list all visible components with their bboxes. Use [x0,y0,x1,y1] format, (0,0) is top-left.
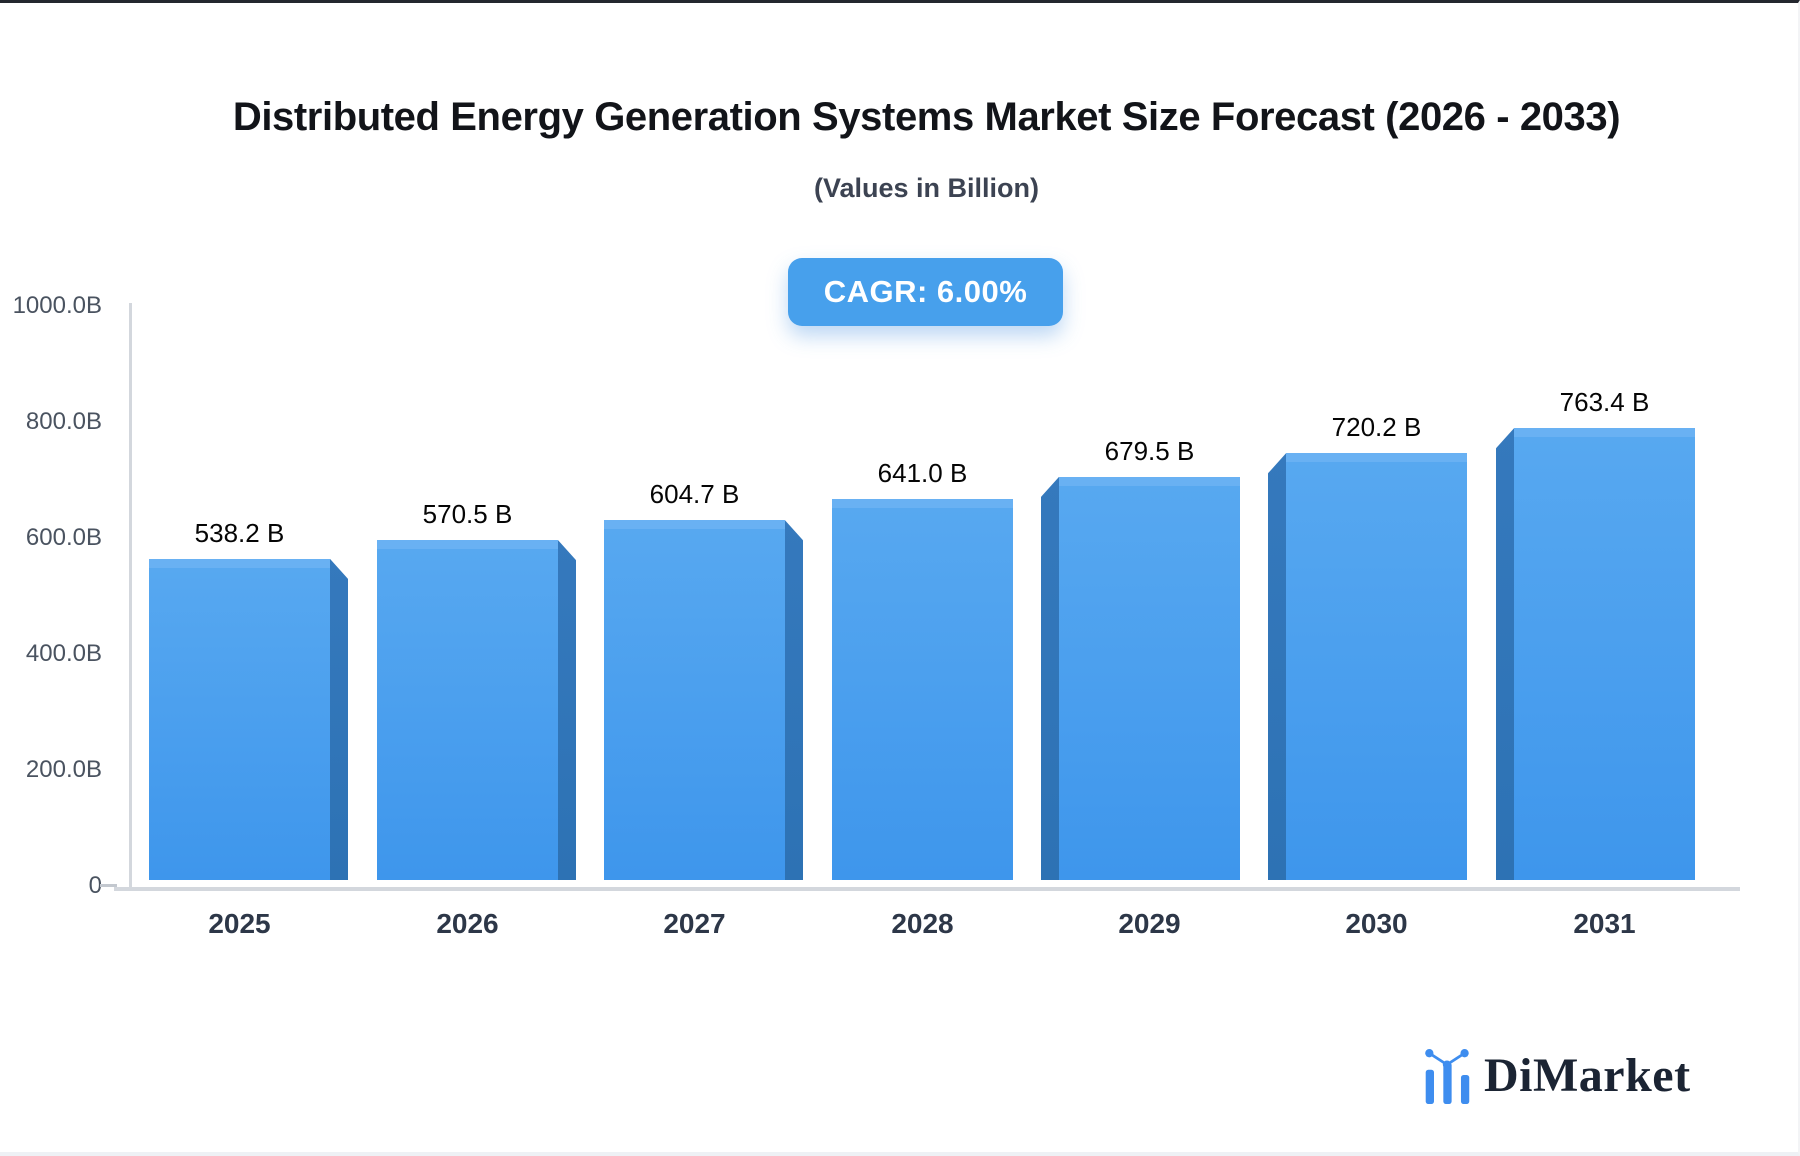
bar: 570.5 B [377,499,576,880]
bar-value-label: 679.5 B [1104,435,1195,466]
bar: 679.5 B [1041,436,1240,880]
cagr-badge: CAGR: 6.00% [788,258,1063,326]
bar-face [1286,453,1467,880]
bar-face [377,540,558,880]
y-tick-200: 200.0B [25,756,102,783]
bar-3d-side [1496,428,1514,880]
bar-3d-side [1041,476,1059,880]
cagr-badge-label: CAGR: 6.00% [823,274,1028,309]
bar-chart-logo-icon [1425,1049,1470,1104]
y-tick-600: 600.0B [25,524,102,551]
y-tick-400: 400.0B [25,640,102,667]
x-tick-label: 2028 [891,908,954,939]
bar-value-label: 763.4 B [1559,387,1650,418]
bar: 641.0 B [832,458,1013,880]
bar-face [832,499,1013,880]
zero-tick-mark [100,884,117,887]
bar: 763.4 B [1496,387,1695,880]
x-tick-label: 2025 [208,908,271,939]
x-tick-label: 2026 [436,908,499,939]
y-tick-0: 0 [88,872,102,899]
x-axis-line [114,887,1740,891]
bar-value-label: 720.2 B [1331,412,1422,443]
bar-3d-side [1268,453,1286,880]
bar-3d-side [330,558,348,880]
bar-3d-side [558,540,576,880]
x-tick-label: 2027 [663,908,726,939]
bar-value-label: 641.0 B [877,458,968,489]
bar-face [149,558,330,880]
bar-value-label: 538.2 B [194,517,285,548]
y-tick-1000: 1000.0B [12,292,102,319]
bar-face [1059,476,1240,880]
bar: 720.2 B [1268,412,1467,880]
x-tick-label: 2030 [1345,908,1408,939]
bar-value-label: 604.7 B [649,479,740,510]
bar-value-label: 570.5 B [422,499,513,530]
y-tick-800: 800.0B [25,408,102,435]
x-tick-label: 2029 [1118,908,1181,939]
chart-title: Distributed Energy Generation Systems Ma… [232,95,1621,139]
bar: 538.2 B [149,518,348,880]
brand-name: DiMarket [1484,1049,1691,1102]
x-tick-label: 2031 [1573,908,1636,939]
y-axis-line [129,303,132,891]
bar: 604.7 B [604,479,803,880]
bar-face [1514,428,1695,880]
bar-3d-side [785,520,803,880]
bar-face [604,520,785,880]
chart-subtitle: (Values in Billion) [813,173,1040,203]
brand-logo: DiMarket [1425,1041,1691,1111]
